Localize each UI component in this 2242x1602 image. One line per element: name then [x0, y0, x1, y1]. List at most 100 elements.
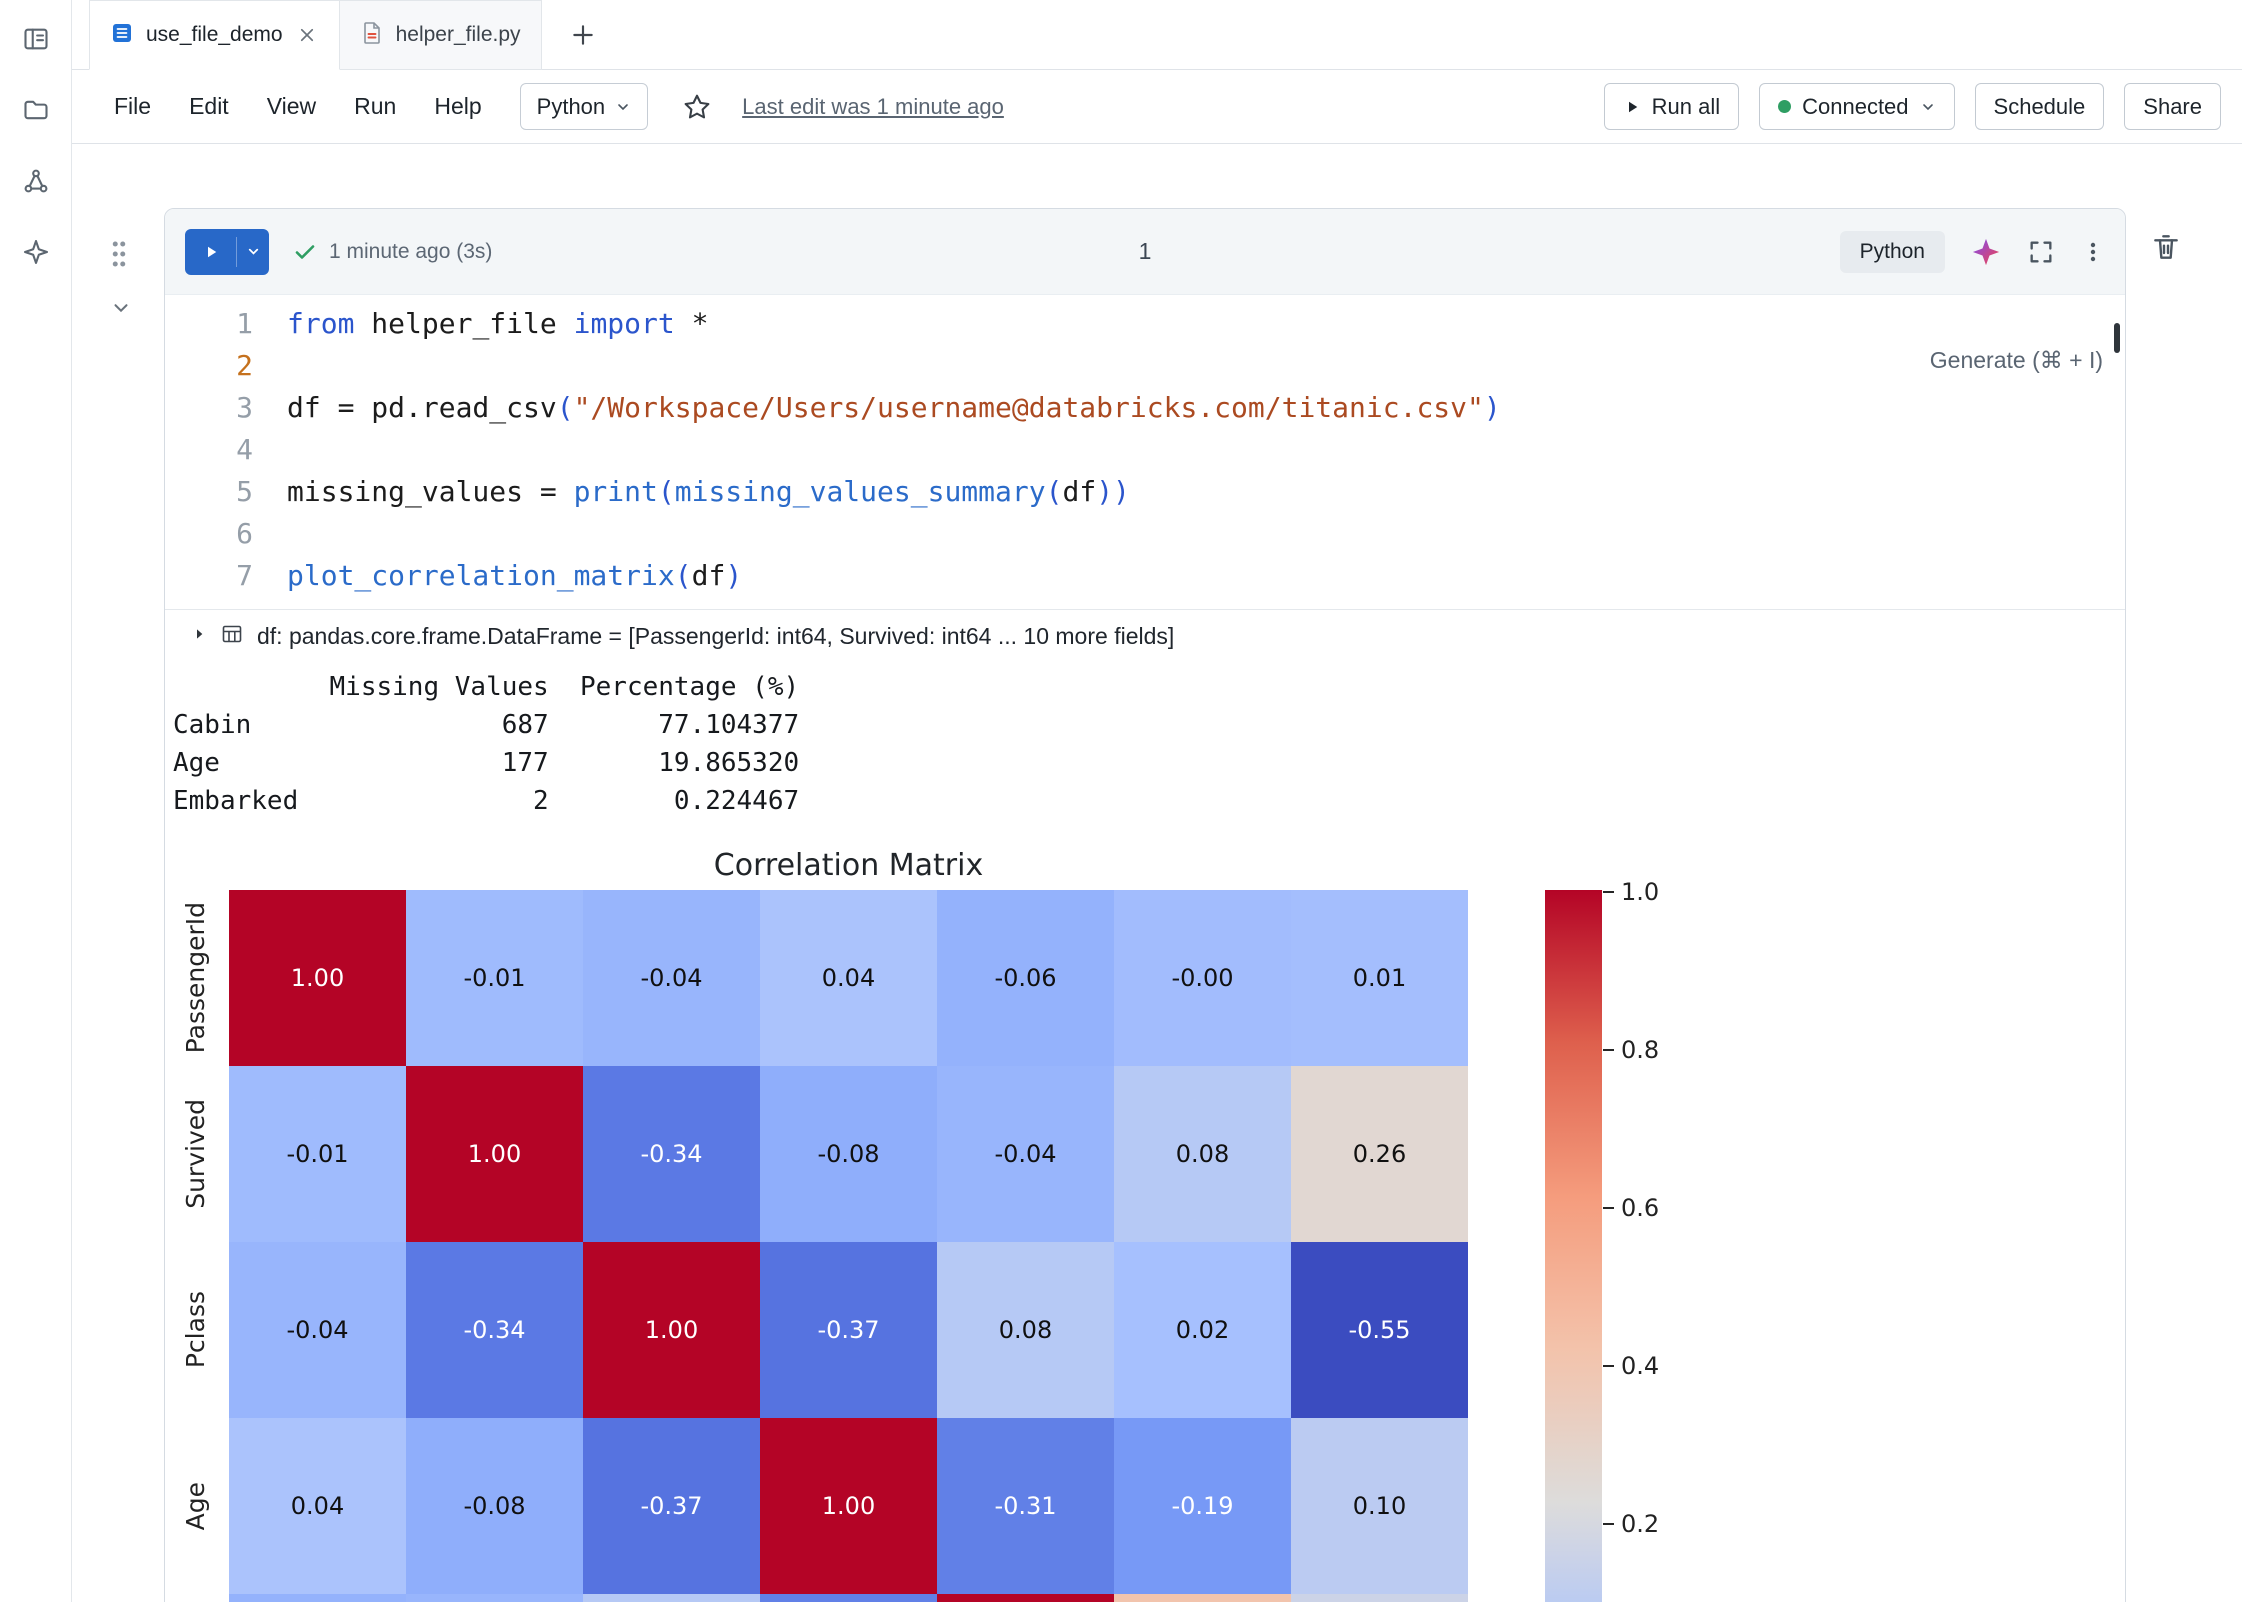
play-icon[interactable] — [185, 229, 236, 275]
run-cell-button[interactable] — [185, 228, 269, 275]
tab-bar: use_file_demo helper_file.py — [72, 0, 2242, 70]
heatmap-cell: -0.34 — [583, 1066, 760, 1242]
heatmap-cell: -0.04 — [583, 890, 760, 1066]
chevron-down-icon — [618, 103, 628, 110]
run-all-label: Run all — [1651, 93, 1721, 119]
code-line[interactable]: 2 — [165, 345, 2125, 387]
colorbar-tick — [1603, 1365, 1614, 1367]
heatmap-cell: -0.08 — [406, 1418, 583, 1594]
heatmap-cell: -0.04 — [229, 1242, 406, 1418]
notebook-icon — [110, 21, 134, 50]
assistant-sparkle-icon[interactable] — [1971, 237, 2001, 267]
heatmap-cell: 0.08 — [583, 1594, 760, 1602]
heatmap-cell: 0.41 — [1114, 1594, 1291, 1602]
expand-icon[interactable] — [2027, 238, 2055, 266]
cell-header-actions: Python — [1839, 230, 2105, 273]
colorbar-tick-label: 1.0 — [1621, 878, 1660, 906]
menu-file[interactable]: File — [114, 93, 152, 119]
cell-language-badge[interactable]: Python — [1839, 230, 1945, 273]
schedule-label: Schedule — [1993, 93, 2086, 119]
heatmap-cell: 1.00 — [229, 890, 406, 1066]
heatmap-cell: 1.00 — [760, 1418, 937, 1594]
colorbar-tick-label: 0.4 — [1621, 1352, 1660, 1380]
line-number: 3 — [236, 391, 253, 424]
heatmap-cell: 0.02 — [1114, 1242, 1291, 1418]
y-tick-label: Age — [180, 1481, 210, 1531]
menu-run[interactable]: Run — [354, 93, 397, 119]
success-check-icon — [293, 240, 317, 264]
folder-icon[interactable] — [19, 93, 53, 127]
cell-output: df: pandas.core.frame.DataFrame = [Passe… — [165, 609, 2125, 1602]
drag-handle-icon[interactable] — [108, 239, 130, 274]
new-tab-button[interactable] — [566, 18, 600, 52]
run-button-divider — [236, 236, 237, 267]
graph-icon[interactable] — [19, 164, 53, 198]
line-number: 6 — [236, 517, 253, 550]
df-summary-text: df: pandas.core.frame.DataFrame = [Passe… — [257, 622, 1175, 649]
table-of-contents-icon[interactable] — [19, 22, 53, 56]
cluster-connected-dropdown[interactable]: Connected — [1759, 83, 1955, 130]
df-summary-row[interactable]: df: pandas.core.frame.DataFrame = [Passe… — [165, 610, 2125, 662]
correlation-figure: Correlation Matrix PassengerId Survived Pc… — [165, 840, 2125, 1602]
left-rail — [0, 0, 72, 1602]
code-line[interactable]: 6 — [165, 513, 2125, 555]
language-dropdown[interactable]: Python — [519, 83, 649, 130]
colorbar-tick — [1603, 1523, 1614, 1525]
assistant-sparkle-rail-icon[interactable] — [19, 235, 53, 269]
collapse-cell-icon[interactable] — [110, 297, 132, 324]
heatmap-cell: 0.08 — [1114, 1066, 1291, 1242]
heatmap-cell: 0.04 — [760, 890, 937, 1066]
cell-number: 1 — [1138, 238, 1152, 264]
chevron-down-icon[interactable] — [237, 229, 269, 275]
heatmap-cell: -0.31 — [760, 1594, 937, 1602]
heatmap-cell: -0.01 — [406, 890, 583, 1066]
run-all-button[interactable]: Run all — [1603, 83, 1740, 130]
code-text: df = pd.read_csv("/Workspace/Users/usern… — [287, 391, 1501, 424]
heatmap-cell: -0.55 — [1291, 1242, 1468, 1418]
tab-helper-file[interactable]: helper_file.py — [339, 0, 542, 70]
menu-view[interactable]: View — [266, 93, 317, 119]
schedule-button[interactable]: Schedule — [1974, 83, 2105, 130]
favorite-star-icon[interactable] — [682, 92, 712, 122]
line-number: 1 — [236, 307, 253, 340]
code-line[interactable]: 5 missing_values = print(missing_values_s… — [165, 471, 2125, 513]
heatmap-cell: 0.26 — [1291, 1066, 1468, 1242]
table-icon — [220, 622, 244, 651]
code-line[interactable]: 1 from helper_file import * — [165, 303, 2125, 345]
heatmap-cell: -0.00 — [1114, 890, 1291, 1066]
heatmap-cell: -0.37 — [760, 1242, 937, 1418]
code-line[interactable]: 7 plot_correlation_matrix(df) — [165, 555, 2125, 597]
expander-triangle-icon[interactable] — [191, 626, 207, 647]
tab-use-file-demo[interactable]: use_file_demo — [89, 0, 340, 70]
code-line[interactable]: 3 df = pd.read_csv("/Workspace/Users/user… — [165, 387, 2125, 429]
kebab-menu-icon[interactable] — [2081, 240, 2105, 264]
heatmap-cell: -0.31 — [937, 1418, 1114, 1594]
heatmap-cell: 0.10 — [1291, 1418, 1468, 1594]
menu-edit[interactable]: Edit — [189, 93, 229, 119]
code-editor[interactable]: 1 from helper_file import * 2 3 df = pd.read… — [165, 295, 2125, 609]
delete-cell-icon[interactable] — [2150, 231, 2182, 268]
heatmap-cell: -0.04 — [937, 1066, 1114, 1242]
y-tick-label: Survived — [180, 1099, 210, 1209]
line-number: 2 — [236, 349, 253, 382]
last-edit-link[interactable]: Last edit was 1 minute ago — [742, 93, 1004, 119]
share-button[interactable]: Share — [2124, 83, 2221, 130]
heatmap-grid: 1.00 -0.01 -0.04 0.04 -0.06 -0.00 0.01 -0.01 1.0… — [229, 890, 1468, 1602]
main-area: use_file_demo helper_file.py File Edit V… — [72, 0, 2242, 1602]
code-line[interactable]: 4 — [165, 429, 2125, 471]
heatmap-cell: -0.19 — [1114, 1418, 1291, 1594]
code-text: plot_correlation_matrix(df) — [287, 559, 743, 592]
close-tab-icon[interactable] — [295, 23, 319, 47]
menu-help[interactable]: Help — [434, 93, 482, 119]
scrollbar[interactable] — [2114, 323, 2120, 353]
tab-label: helper_file.py — [395, 23, 521, 46]
chevron-down-icon — [1922, 103, 1933, 110]
line-number: 5 — [236, 475, 253, 508]
share-label: Share — [2143, 93, 2202, 119]
heatmap-cell: -0.08 — [760, 1066, 937, 1242]
code-text — [270, 513, 287, 555]
connected-label: Connected — [1802, 93, 1909, 119]
colorbar-tick — [1603, 1049, 1614, 1051]
heatmap-cell: -0.37 — [583, 1418, 760, 1594]
code-text: missing_values = print(missing_values_su… — [287, 475, 1130, 508]
